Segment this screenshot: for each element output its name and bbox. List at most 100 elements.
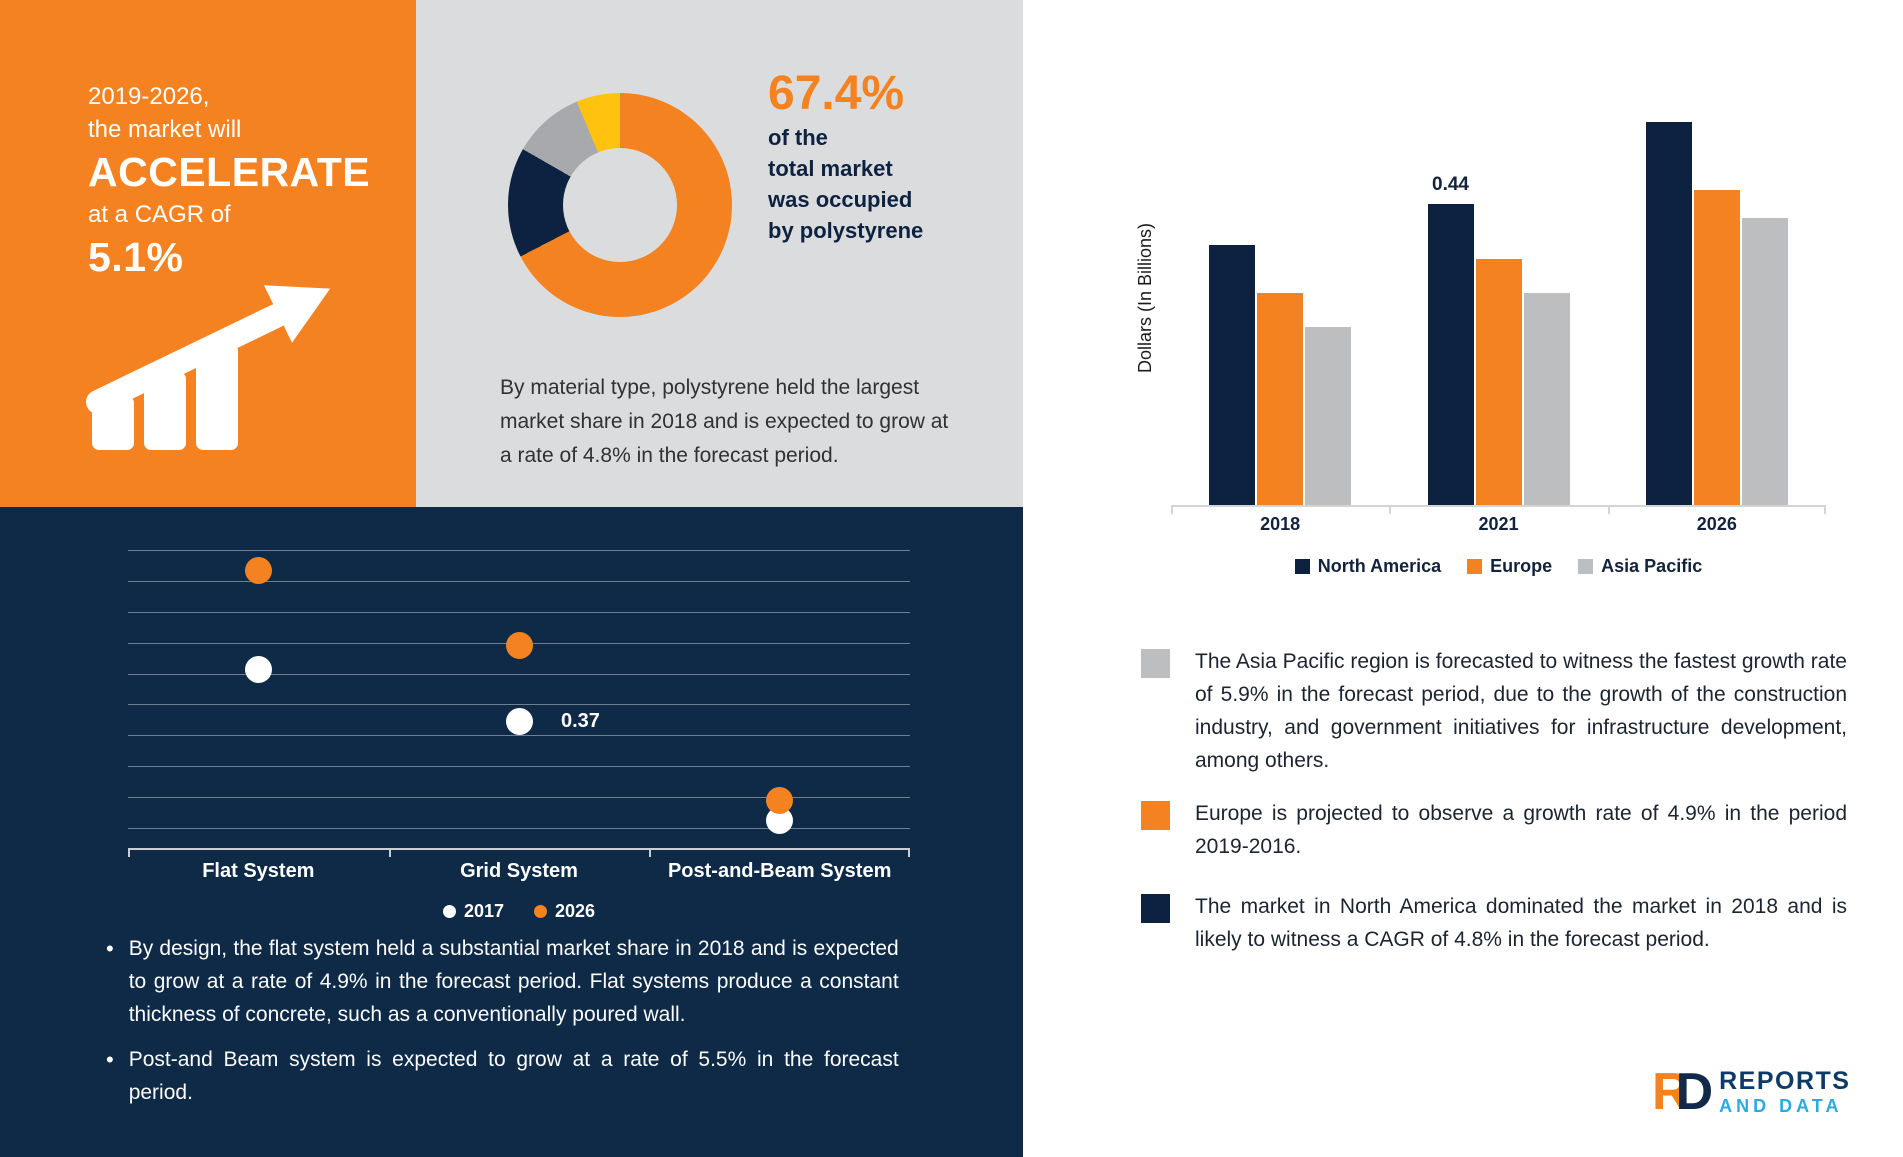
bar-chart-axis-tick xyxy=(1607,507,1610,514)
regional-bullet-text: The Asia Pacific region is forecasted to… xyxy=(1195,650,1847,772)
cagr-value: 5.1% xyxy=(88,234,184,280)
legend-label: Europe xyxy=(1490,556,1553,576)
legend-item-2026: 2026 xyxy=(534,901,595,922)
design-bullet-item: • Post-and Beam system is expected to gro… xyxy=(106,1043,910,1109)
growth-arrow-icon xyxy=(86,285,331,450)
dot-2026-grid-system xyxy=(505,632,533,660)
bar-chart-legend: North America Europe Asia Pacific xyxy=(1171,556,1826,577)
dot-plot-gridline xyxy=(128,611,910,613)
bullet-icon: • xyxy=(106,1047,114,1072)
dot-plot-gridline xyxy=(128,766,910,768)
legend-item-north-america: North America xyxy=(1294,556,1442,577)
donut-headline-line: by polystyrene xyxy=(768,218,924,243)
regional-bullet-item: Europe is projected to observe a growth … xyxy=(1141,797,1847,863)
logo-mark: R D xyxy=(1652,1066,1713,1118)
dot-plot-gridline xyxy=(128,550,910,551)
bar-chart-axis-tick xyxy=(1171,507,1173,514)
dot-plot-gridline xyxy=(128,580,910,582)
design-bullet-text: Post-and Beam system is expected to grow… xyxy=(128,1048,899,1104)
bar-europe-2018 xyxy=(1257,293,1304,505)
donut-headline-line: total market xyxy=(768,156,893,181)
logo-text: REPORTS AND DATA xyxy=(1719,1066,1851,1117)
dot-plot-category-label: Grid System xyxy=(460,860,578,882)
bar-europe-2026 xyxy=(1693,190,1740,505)
bar-north-america-2026 xyxy=(1645,122,1692,505)
logo: R D REPORTS AND DATA xyxy=(1652,1066,1850,1118)
legend-item-asia-pacific: Asia Pacific xyxy=(1578,556,1702,577)
dot-plot-axis-tick xyxy=(388,850,391,857)
bar-data-label: 0.44 xyxy=(1432,174,1469,196)
dot-plot-category-label: Post-and-Beam System xyxy=(667,860,892,882)
regional-bullet-item: The market in North America dominated th… xyxy=(1141,890,1847,956)
regional-bullet-item: The Asia Pacific region is forecasted to… xyxy=(1141,645,1847,777)
bar-asia-pacific-2026 xyxy=(1741,217,1788,505)
design-dot-plot: 0.37 xyxy=(128,550,910,857)
bar-asia-pacific-2021 xyxy=(1523,293,1570,505)
dot-plot-gridline xyxy=(128,704,910,706)
logo-reports-text: REPORTS xyxy=(1719,1066,1851,1095)
legend-dot-icon xyxy=(534,905,547,918)
bar-europe-2021 xyxy=(1475,258,1522,505)
dot-2017-grid-system xyxy=(505,707,533,735)
logo-r-glyph: R xyxy=(1652,1063,1690,1121)
cagr-headline: 2019-2026, the market will ACCELERATE at… xyxy=(88,80,370,283)
donut-headline-line: of the xyxy=(768,125,828,150)
legend-item-europe: Europe xyxy=(1467,556,1552,577)
bullet-swatch-icon xyxy=(1141,801,1170,830)
bar-chart-tick-label: 2018 xyxy=(1260,514,1301,534)
legend-swatch-icon xyxy=(1578,559,1594,574)
bar-chart-tick-label: 2026 xyxy=(1696,514,1737,534)
design-bullet-list: • By design, the flat system held a subst… xyxy=(106,932,910,1121)
dot-plot-gridline xyxy=(128,735,910,737)
dot-2026-post-and-beam-system xyxy=(766,786,794,814)
logo-d-glyph: D xyxy=(1675,1063,1714,1121)
donut-headline: 67.4% of the total market was occupied b… xyxy=(768,66,923,246)
dot-2026-flat-system xyxy=(244,557,272,585)
donut-headline-line: was occupied xyxy=(768,187,913,212)
bar-chart-x-axis-labels: 2018 2021 2026 xyxy=(1171,514,1826,538)
dot-plot-gridline xyxy=(128,797,910,799)
dot-plot-gridline xyxy=(128,673,910,675)
dot-plot-category-labels: Flat System Grid System Post-and-Beam Syst… xyxy=(128,860,910,883)
bar-chart-axis-tick xyxy=(1389,507,1392,514)
legend-dot-icon xyxy=(442,905,456,918)
legend-label: 2017 xyxy=(463,901,504,921)
cagr-line-accelerate: ACCELERATE xyxy=(88,149,371,195)
legend-item-2017: 2017 xyxy=(442,901,504,922)
bar-chart-axis-tick xyxy=(1824,507,1826,514)
bullet-swatch-icon xyxy=(1141,894,1170,923)
cagr-panel: 2019-2026, the market will ACCELERATE at… xyxy=(0,0,416,507)
dot-plot-data-label: 0.37 xyxy=(561,710,600,733)
material-donut-chart xyxy=(508,93,732,317)
cagr-line-at: at a CAGR of xyxy=(88,201,231,228)
cagr-line-years: 2019-2026, xyxy=(88,83,210,110)
design-bullet-item: • By design, the flat system held a subst… xyxy=(106,932,910,1031)
regional-panel: Dollars (In Billions) 0.44 2018 2021 2026 … xyxy=(1023,0,1903,1157)
legend-swatch-icon xyxy=(1294,559,1310,574)
polystyrene-share-value: 67.4% xyxy=(768,67,905,120)
legend-label: North America xyxy=(1317,556,1442,576)
bar-north-america-2018 xyxy=(1209,245,1256,505)
bullet-swatch-icon xyxy=(1141,649,1170,678)
dot-plot-axis-tick xyxy=(908,850,910,857)
dot-plot-axis-tick xyxy=(649,850,652,857)
design-bullet-text: By design, the flat system held a substa… xyxy=(128,937,899,1026)
legend-label: Asia Pacific xyxy=(1601,556,1703,576)
dot-plot-category-label: Flat System xyxy=(202,860,315,882)
bar-north-america-2021: 0.44 xyxy=(1427,174,1474,505)
regional-bullet-text: Europe is projected to observe a growth … xyxy=(1195,802,1847,858)
logo-anddata-text: AND DATA xyxy=(1719,1095,1843,1116)
legend-label: 2026 xyxy=(555,901,596,921)
dot-plot-gridline xyxy=(128,828,910,829)
bullet-icon: • xyxy=(106,936,114,961)
design-panel: 0.37 Flat System Grid System Post-and-Beam… xyxy=(0,507,1023,1157)
dot-2017-flat-system xyxy=(244,656,272,684)
dot-plot-axis-tick xyxy=(128,850,130,857)
material-body-text: By material type, polystyrene held the l… xyxy=(500,376,949,467)
dot-plot-legend: 2017 2026 xyxy=(128,901,910,922)
material-panel: 67.4% of the total market was occupied b… xyxy=(416,0,1023,507)
legend-swatch-icon xyxy=(1467,559,1483,574)
regional-bullet-text: The market in North America dominated th… xyxy=(1195,895,1847,951)
bar-chart-tick-label: 2021 xyxy=(1478,514,1519,534)
